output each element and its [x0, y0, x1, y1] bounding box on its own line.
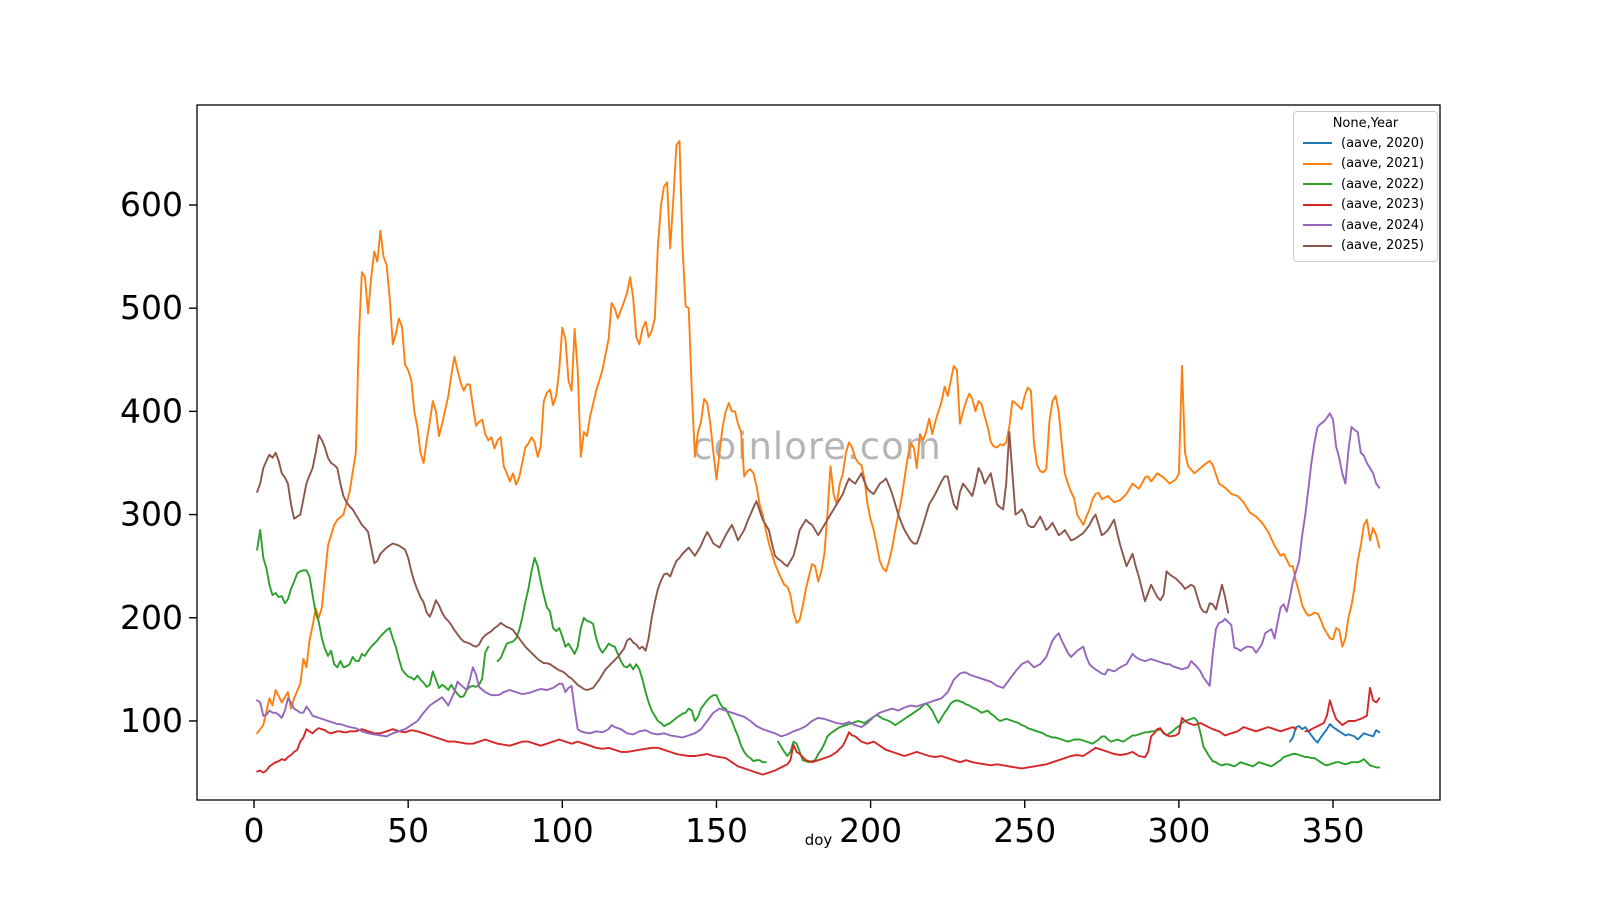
- y-tick-label: 500: [120, 288, 183, 327]
- plot-border: [196, 104, 1441, 801]
- legend-title: None,Year: [1332, 116, 1399, 131]
- legend-line-swatch: [1303, 142, 1332, 145]
- legend-items: (aave, 2020) (aave, 2021) (aave, 2022) (aav…: [1294, 133, 1437, 256]
- y-tick-label: 300: [120, 495, 183, 534]
- x-axis-label: doy: [805, 831, 833, 849]
- legend-item-label: (aave, 2020): [1341, 135, 1425, 151]
- legend-item: (aave, 2021): [1294, 154, 1437, 175]
- y-tick-label: 600: [120, 185, 183, 224]
- legend: None,Year (aave, 2020) (aave, 2021) (aave,…: [1293, 111, 1438, 262]
- legend-line-swatch: [1303, 203, 1332, 206]
- series-line-aave-2020: [1288, 723, 1381, 744]
- x-tick-label: 100: [531, 811, 594, 850]
- series-line-aave-2023: [256, 716, 1297, 776]
- series-line-aave-2021: [256, 140, 1381, 735]
- legend-line-swatch: [1303, 224, 1332, 227]
- legend-item-label: (aave, 2021): [1341, 156, 1425, 172]
- legend-item-label: (aave, 2023): [1341, 197, 1425, 213]
- series-line-aave-2025: [256, 431, 1230, 691]
- x-tick-label: 0: [244, 811, 265, 850]
- series-line-aave-2022: [496, 556, 767, 764]
- series-line-aave-2022: [256, 529, 490, 699]
- watermark: coinlore.com: [692, 425, 942, 468]
- series-line-aave-2023: [1304, 686, 1381, 733]
- legend-item-label: (aave, 2022): [1341, 176, 1425, 192]
- x-tick-label: 300: [1147, 811, 1210, 850]
- y-tick-label: 400: [120, 391, 183, 430]
- legend-item: (aave, 2020): [1294, 133, 1437, 154]
- y-tick-label: 100: [120, 701, 183, 740]
- legend-item: (aave, 2024): [1294, 215, 1437, 236]
- legend-item-label: (aave, 2025): [1341, 238, 1425, 254]
- y-tick-label: 200: [120, 598, 183, 637]
- series-line-aave-2022: [777, 699, 1381, 769]
- legend-line-swatch: [1303, 162, 1332, 165]
- legend-item: (aave, 2022): [1294, 174, 1437, 195]
- series-line-aave-2024: [256, 412, 1381, 739]
- x-tick-label: 200: [839, 811, 902, 850]
- x-tick-label: 150: [685, 811, 748, 850]
- x-tick-label: 50: [387, 811, 429, 850]
- legend-line-swatch: [1303, 244, 1332, 247]
- legend-item: (aave, 2025): [1294, 236, 1437, 257]
- legend-line-swatch: [1303, 183, 1332, 186]
- legend-item: (aave, 2023): [1294, 195, 1437, 216]
- x-tick-label: 350: [1302, 811, 1365, 850]
- x-tick-label: 250: [993, 811, 1056, 850]
- legend-item-label: (aave, 2024): [1341, 217, 1425, 233]
